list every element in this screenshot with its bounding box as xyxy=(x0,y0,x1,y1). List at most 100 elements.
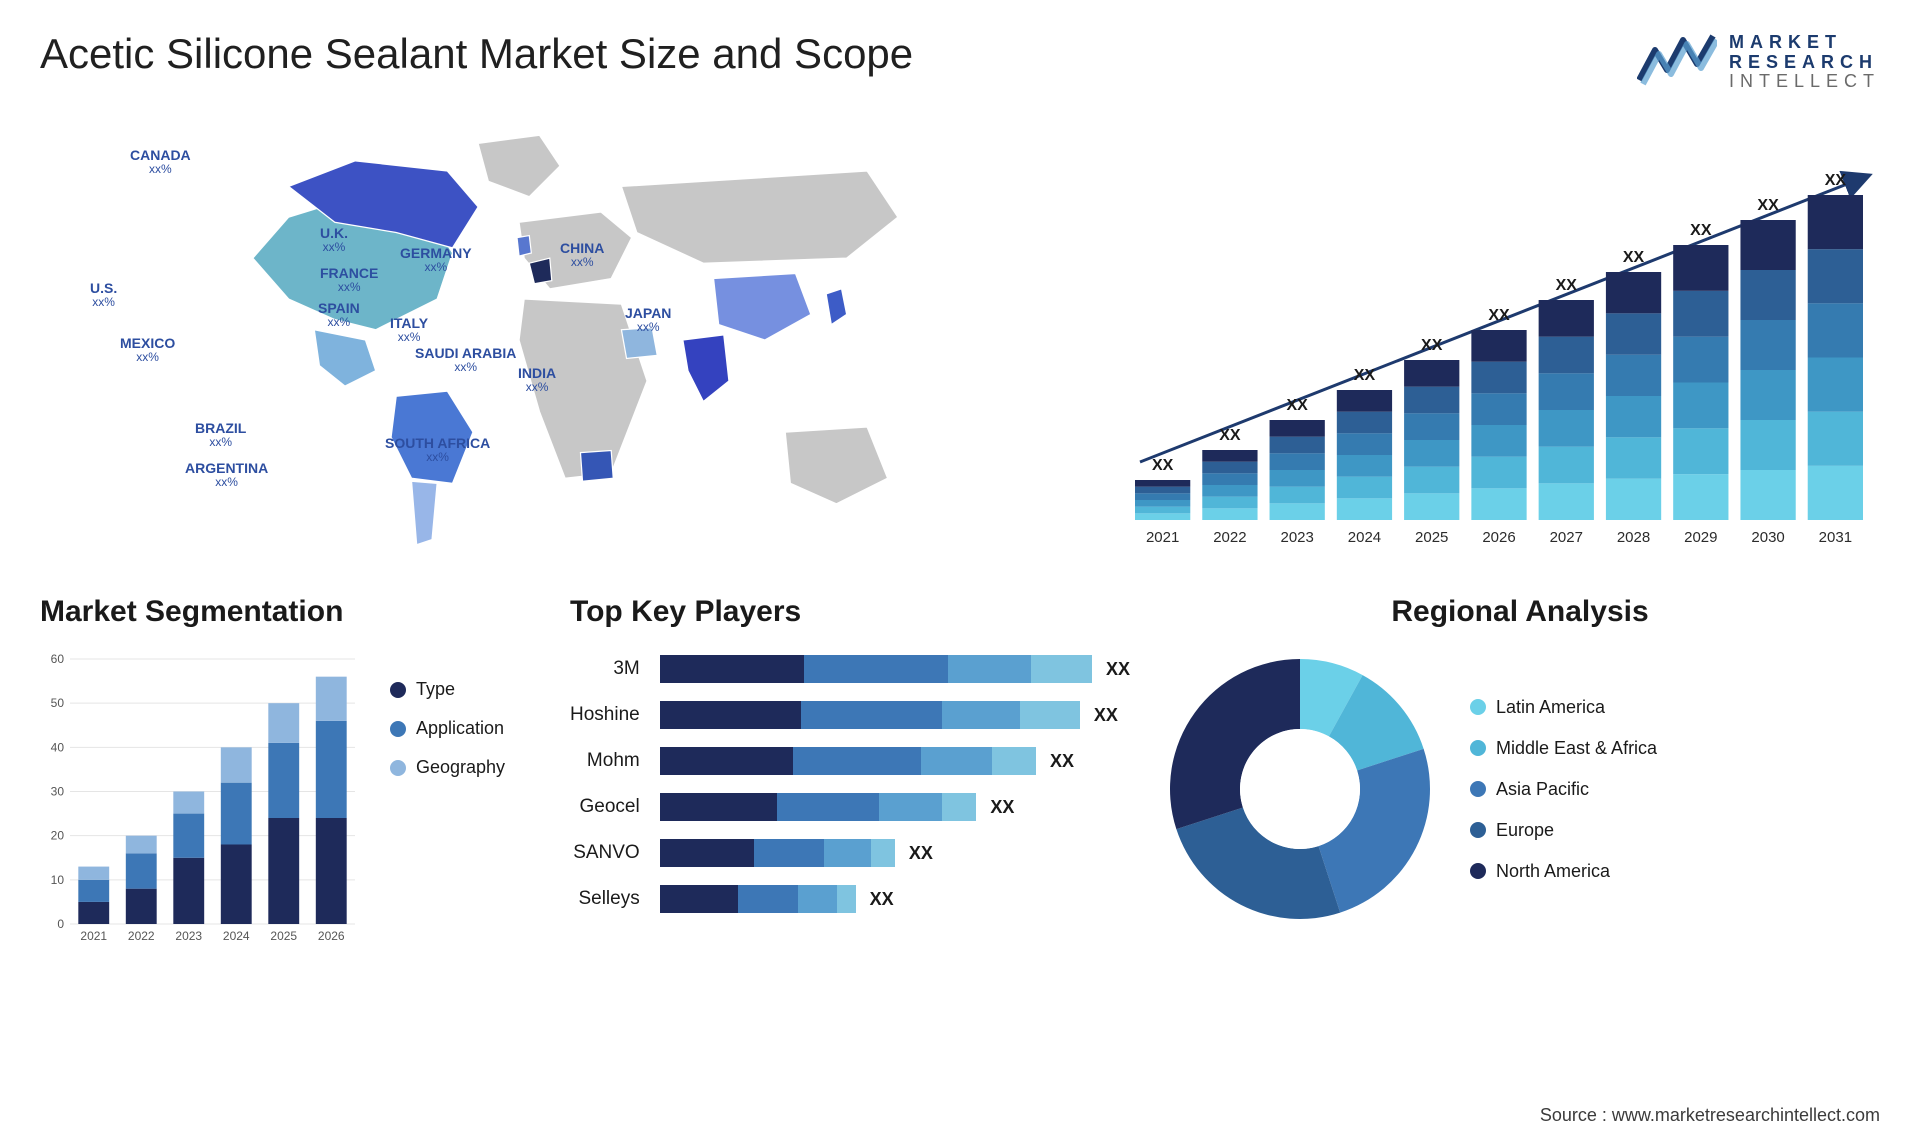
player-value-label: XX xyxy=(1050,751,1074,772)
logo-line3: INTELLECT xyxy=(1729,72,1880,92)
player-value-label: XX xyxy=(909,843,933,864)
segmentation-legend: Type Application Geography xyxy=(390,649,505,949)
players-panel: Top Key Players 3MHoshineMohmGeocelSANVO… xyxy=(570,595,1130,1015)
regional-title: Regional Analysis xyxy=(1160,595,1880,629)
legend-item: North America xyxy=(1470,861,1657,882)
player-bar-row: XX xyxy=(660,885,1130,913)
map-label: CHINAxx% xyxy=(560,240,604,270)
map-label: U.K.xx% xyxy=(320,225,348,255)
player-name: Selleys xyxy=(570,885,640,913)
svg-text:2028: 2028 xyxy=(1617,529,1650,546)
map-label: GERMANYxx% xyxy=(400,245,472,275)
legend-item: Middle East & Africa xyxy=(1470,738,1657,759)
player-bar-row: XX xyxy=(660,655,1130,683)
player-name: 3M xyxy=(570,655,640,683)
map-label: INDIAxx% xyxy=(518,365,556,395)
svg-text:2021: 2021 xyxy=(80,929,107,943)
map-svg xyxy=(40,125,1080,555)
svg-text:XX: XX xyxy=(1219,427,1241,444)
svg-text:2030: 2030 xyxy=(1751,529,1784,546)
logo-line1: MARKET xyxy=(1729,33,1880,53)
map-label: FRANCExx% xyxy=(320,265,378,295)
growth-bar-chart: XX2021XX2022XX2023XX2024XX2025XX2026XX20… xyxy=(1120,125,1880,555)
svg-text:2023: 2023 xyxy=(175,929,202,943)
map-label: ARGENTINAxx% xyxy=(185,460,268,490)
legend-item: Geography xyxy=(390,757,505,778)
svg-text:XX: XX xyxy=(1421,337,1443,354)
map-label: ITALYxx% xyxy=(390,315,428,345)
source-credit: Source : www.marketresearchintellect.com xyxy=(1540,1105,1880,1126)
svg-text:40: 40 xyxy=(51,740,65,754)
row-bottom: Market Segmentation 0 10 20 30 40 50 60 2021 202… xyxy=(40,595,1880,1015)
player-bar-row: XX xyxy=(660,747,1130,775)
segmentation-title: Market Segmentation xyxy=(40,595,540,629)
svg-text:20: 20 xyxy=(51,829,65,843)
player-bar xyxy=(660,885,856,913)
player-bar xyxy=(660,793,977,821)
svg-text:50: 50 xyxy=(51,696,65,710)
logo-line2: RESEARCH xyxy=(1729,53,1880,73)
player-bar-row: XX xyxy=(660,793,1130,821)
svg-text:XX: XX xyxy=(1825,172,1847,189)
legend-item: Latin America xyxy=(1470,697,1657,718)
player-bar-row: XX xyxy=(660,701,1130,729)
player-bar-row: XX xyxy=(660,839,1130,867)
svg-text:XX: XX xyxy=(1757,197,1779,214)
svg-text:2025: 2025 xyxy=(270,929,297,943)
svg-text:XX: XX xyxy=(1152,457,1174,474)
player-value-label: XX xyxy=(870,889,894,910)
player-name: Geocel xyxy=(570,793,640,821)
player-value-label: XX xyxy=(1094,705,1118,726)
brand-logo: MARKET RESEARCH INTELLECT xyxy=(1637,30,1880,95)
segmentation-chart: 0 10 20 30 40 50 60 2021 2022 2023 2024 2025 2026 xyxy=(40,649,360,949)
page-title: Acetic Silicone Sealant Market Size and … xyxy=(40,30,913,78)
regional-legend: Latin America Middle East & Africa Asia Pa… xyxy=(1470,697,1657,882)
legend-item: Application xyxy=(390,718,505,739)
legend-item: Asia Pacific xyxy=(1470,779,1657,800)
svg-text:60: 60 xyxy=(51,652,65,666)
regional-panel: Regional Analysis Latin America Middle Ea… xyxy=(1160,595,1880,1015)
map-label: SPAINxx% xyxy=(318,300,360,330)
svg-text:2024: 2024 xyxy=(223,929,250,943)
svg-text:10: 10 xyxy=(51,873,65,887)
world-map: CANADAxx%U.S.xx%MEXICOxx%BRAZILxx%ARGENT… xyxy=(40,125,1080,555)
map-label: SOUTH AFRICAxx% xyxy=(385,435,490,465)
svg-text:2031: 2031 xyxy=(1819,529,1852,546)
svg-text:XX: XX xyxy=(1488,307,1510,324)
player-value-label: XX xyxy=(1106,659,1130,680)
segmentation-panel: Market Segmentation 0 10 20 30 40 50 60 2021 202… xyxy=(40,595,540,1015)
map-label: MEXICOxx% xyxy=(120,335,175,365)
svg-text:2029: 2029 xyxy=(1684,529,1717,546)
svg-text:2023: 2023 xyxy=(1280,529,1313,546)
player-bar xyxy=(660,747,1036,775)
svg-text:2024: 2024 xyxy=(1348,529,1381,546)
map-label: SAUDI ARABIAxx% xyxy=(415,345,516,375)
legend-item: Type xyxy=(390,679,505,700)
svg-text:XX: XX xyxy=(1556,277,1578,294)
svg-text:30: 30 xyxy=(51,785,65,799)
svg-text:0: 0 xyxy=(57,917,64,931)
svg-text:2027: 2027 xyxy=(1550,529,1583,546)
svg-text:XX: XX xyxy=(1354,367,1376,384)
svg-text:2021: 2021 xyxy=(1146,529,1179,546)
header: Acetic Silicone Sealant Market Size and … xyxy=(40,30,1880,95)
player-bar xyxy=(660,839,895,867)
player-name: Hoshine xyxy=(570,701,640,729)
player-value-label: XX xyxy=(990,797,1014,818)
map-label: CANADAxx% xyxy=(130,147,191,177)
logo-text: MARKET RESEARCH INTELLECT xyxy=(1729,33,1880,92)
svg-text:2022: 2022 xyxy=(128,929,155,943)
svg-text:XX: XX xyxy=(1623,249,1645,266)
svg-text:XX: XX xyxy=(1287,397,1309,414)
player-bar-list: XX XX XX XX XX XX xyxy=(660,649,1130,913)
map-label: BRAZILxx% xyxy=(195,420,246,450)
map-label: JAPANxx% xyxy=(625,305,671,335)
svg-text:2026: 2026 xyxy=(318,929,345,943)
player-bar xyxy=(660,701,1080,729)
row-top: CANADAxx%U.S.xx%MEXICOxx%BRAZILxx%ARGENT… xyxy=(40,125,1880,555)
player-name: SANVO xyxy=(570,839,640,867)
regional-donut xyxy=(1160,649,1440,929)
logo-mark-icon xyxy=(1637,30,1717,95)
svg-text:XX: XX xyxy=(1690,222,1712,239)
svg-text:2022: 2022 xyxy=(1213,529,1246,546)
